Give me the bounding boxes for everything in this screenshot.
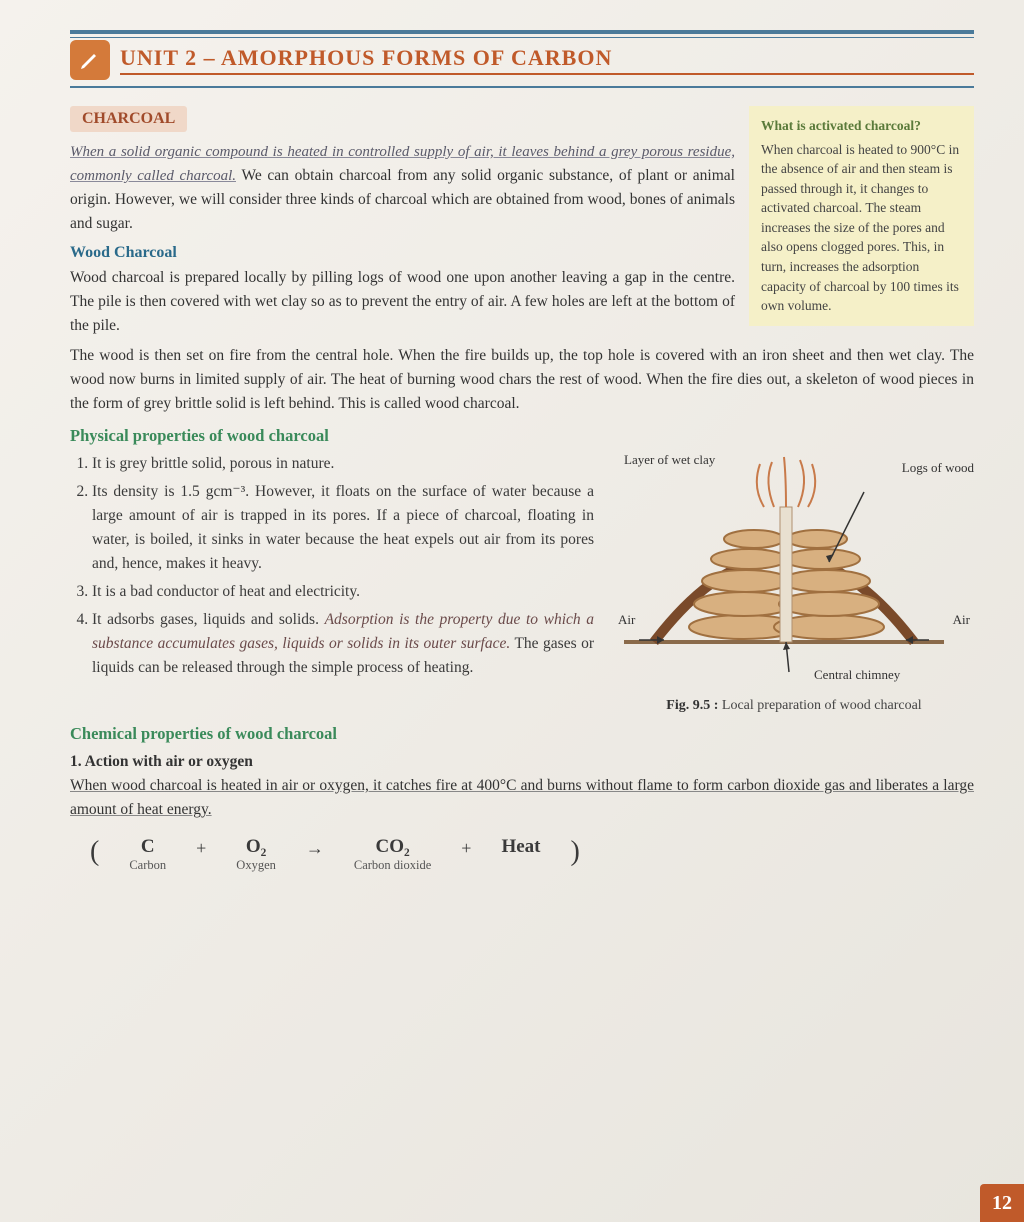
wood-para2: The wood is then set on fire from the ce… [70, 344, 974, 416]
eq-o2-lab: Oxygen [236, 858, 276, 873]
two-column-region: It is grey brittle solid, porous in natu… [70, 452, 974, 714]
page-number: 12 [980, 1184, 1024, 1222]
props-column: It is grey brittle solid, porous in natu… [70, 452, 594, 714]
section-badge-charcoal: CHARCOAL [70, 106, 187, 132]
chem-1-body: When wood charcoal is heated in air or o… [70, 774, 974, 822]
fig-caption-bold: Fig. 9.5 : [666, 698, 718, 713]
prop-3: It is a bad conductor of heat and electr… [92, 580, 594, 604]
label-air-left: Air [618, 612, 635, 628]
eq-plus-1: + [196, 836, 206, 859]
label-chimney: Central chimney [814, 667, 900, 683]
prop-4: It adsorbs gases, liquids and solids. Ad… [92, 608, 594, 680]
figure-column: Layer of wet clay Logs of wood Air Air C… [614, 452, 974, 714]
main-content: CHARCOAL What is activated charcoal? Whe… [70, 106, 974, 873]
unit-title: UNIT 2 – AMORPHOUS FORMS OF CARBON [120, 45, 974, 75]
callout-activated-charcoal: What is activated charcoal? When charcoa… [749, 106, 974, 326]
eq-carbon: C Carbon [129, 836, 166, 873]
label-logs: Logs of wood [902, 460, 974, 476]
charcoal-pile-svg [614, 452, 954, 682]
fig-caption-text: Local preparation of wood charcoal [722, 698, 922, 713]
header-rule-top [70, 30, 974, 38]
eq-heat: Heat [501, 836, 540, 858]
eq-o2-sym: O₂ [236, 836, 276, 858]
prop-2: Its density is 1.5 gcm⁻³. However, it fl… [92, 480, 594, 576]
eq-arrow: → [306, 836, 324, 859]
unit-header: UNIT 2 – AMORPHOUS FORMS OF CARBON [70, 40, 974, 80]
chem-1-title: 1. Action with air or oxygen [70, 750, 974, 774]
eq-co2: CO₂ Carbon dioxide [354, 836, 431, 873]
physical-props-heading: Physical properties of wood charcoal [70, 426, 974, 446]
eq-plus-2: + [461, 836, 471, 859]
eq-co2-sym: CO₂ [354, 836, 431, 858]
equation-row: ( C Carbon + O₂ Oxygen → CO₂ Carbon diox… [90, 836, 974, 873]
eq-heat-sym: Heat [501, 836, 540, 858]
prop-4a: It adsorbs gases, liquids and solids. [92, 611, 325, 628]
eq-co2-lab: Carbon dioxide [354, 858, 431, 873]
label-air-right: Air [953, 612, 970, 628]
paren-left: ( [90, 836, 99, 868]
eq-oxygen: O₂ Oxygen [236, 836, 276, 873]
chemical-props-heading: Chemical properties of wood charcoal [70, 724, 974, 744]
prop-1: It is grey brittle solid, porous in natu… [92, 452, 594, 476]
paren-right: ) [571, 836, 580, 868]
pencil-icon [78, 48, 102, 72]
eq-c-lab: Carbon [129, 858, 166, 873]
unit-icon [70, 40, 110, 80]
callout-title: What is activated charcoal? [761, 116, 962, 136]
callout-body: When charcoal is heated to 900°C in the … [761, 140, 962, 316]
label-clay: Layer of wet clay [624, 452, 715, 468]
chem-1-title-text: 1. Action with air or oxygen [70, 753, 253, 770]
physical-props-list: It is grey brittle solid, porous in natu… [70, 452, 594, 680]
header-rule-bottom [70, 86, 974, 88]
eq-c-sym: C [129, 836, 166, 858]
figure-caption: Fig. 9.5 : Local preparation of wood cha… [614, 698, 974, 714]
figure-9-5: Layer of wet clay Logs of wood Air Air C… [614, 452, 974, 692]
